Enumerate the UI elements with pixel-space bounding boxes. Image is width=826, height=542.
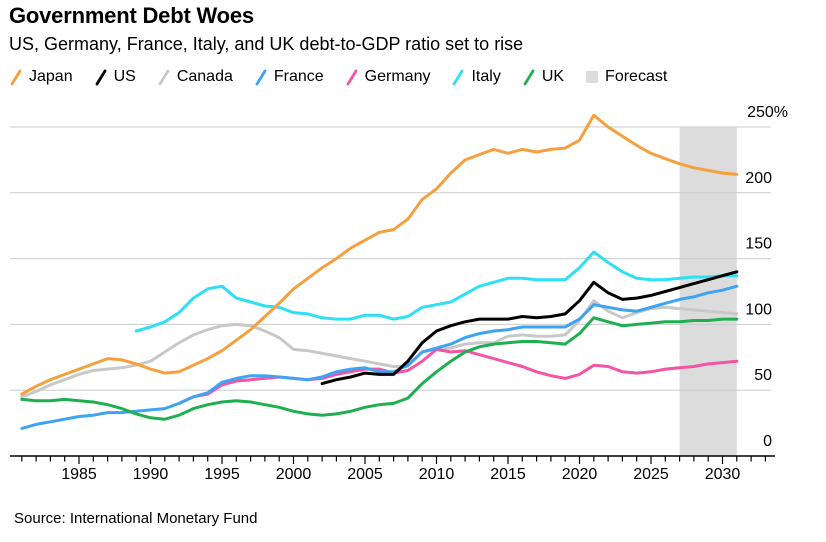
uk-slash-icon [523, 69, 535, 85]
legend-item-canada: Canada [158, 68, 233, 86]
gridlines [10, 126, 771, 391]
x-axis-ticks [21, 456, 767, 464]
germany-slash-icon [346, 69, 358, 85]
legend-item-germany: Germany [346, 68, 431, 86]
legend-item-france: France [255, 68, 324, 86]
y-tick-label: 250% [747, 104, 788, 121]
legend: Japan US Canada France Germany Italy UK Forecas… [10, 65, 667, 89]
x-tick-label: 2015 [490, 466, 526, 483]
y-tick-label: 100 [745, 301, 772, 318]
y-tick-label: 0 [763, 433, 772, 450]
y-tick-label: 150 [745, 236, 772, 253]
legend-label: Canada [176, 68, 233, 85]
debt-line-chart: 0 50 100 150 200 250% 1985 1990 1995 2000 2005 2010… [10, 104, 788, 483]
x-tick-label: 1995 [204, 466, 240, 483]
france-slash-icon [255, 69, 267, 85]
y-axis-labels: 0 50 100 150 200 250% [745, 104, 788, 450]
legend-item-italy: Italy [452, 68, 501, 86]
legend-label: UK [541, 68, 565, 85]
x-tick-label: 2010 [419, 466, 455, 483]
italy-slash-icon [453, 69, 464, 85]
series-uk-line [20, 316, 739, 421]
y-tick-label: 200 [745, 170, 772, 187]
x-tick-label: 2030 [705, 466, 741, 483]
x-tick-label: 1985 [61, 466, 97, 483]
japan-slash-icon [10, 69, 22, 85]
legend-item-forecast: Forecast [586, 68, 667, 86]
legend-item-japan: Japan [10, 68, 73, 86]
legend-label: Italy [471, 68, 501, 85]
x-tick-label: 2020 [562, 466, 598, 483]
legend-item-uk: UK [523, 68, 564, 86]
series-canada-line [20, 299, 739, 399]
source-note: Source: International Monetary Fund [14, 510, 258, 527]
x-tick-label: 2025 [633, 466, 669, 483]
legend-label: Japan [29, 68, 73, 85]
x-axis-labels: 1985 1990 1995 2000 2005 2010 2015 2020 2025 2030 [61, 466, 740, 483]
legend-label: Forecast [605, 68, 668, 85]
legend-item-us: US [95, 68, 136, 86]
x-tick-label: 2000 [276, 466, 312, 483]
series-us-line [320, 270, 739, 386]
series-japan-line [20, 113, 739, 396]
page-title: Government Debt Woes [9, 3, 254, 28]
chart-area: 0 50 100 150 200 250% 1985 1990 1995 2000 2005 2010… [0, 95, 826, 500]
y-tick-label: 50 [754, 367, 772, 384]
legend-label: France [273, 68, 324, 85]
legend-label: US [113, 68, 136, 85]
us-slash-icon [95, 69, 106, 85]
canada-slash-icon [158, 69, 170, 85]
series-france-line [20, 284, 739, 430]
x-tick-label: 2005 [347, 466, 383, 483]
x-tick-label: 1990 [133, 466, 169, 483]
legend-label: Germany [364, 68, 431, 85]
page-subtitle: US, Germany, France, Italy, and UK debt-… [9, 34, 524, 54]
series-italy-line [134, 250, 739, 333]
forecast-swatch-icon [586, 71, 599, 83]
